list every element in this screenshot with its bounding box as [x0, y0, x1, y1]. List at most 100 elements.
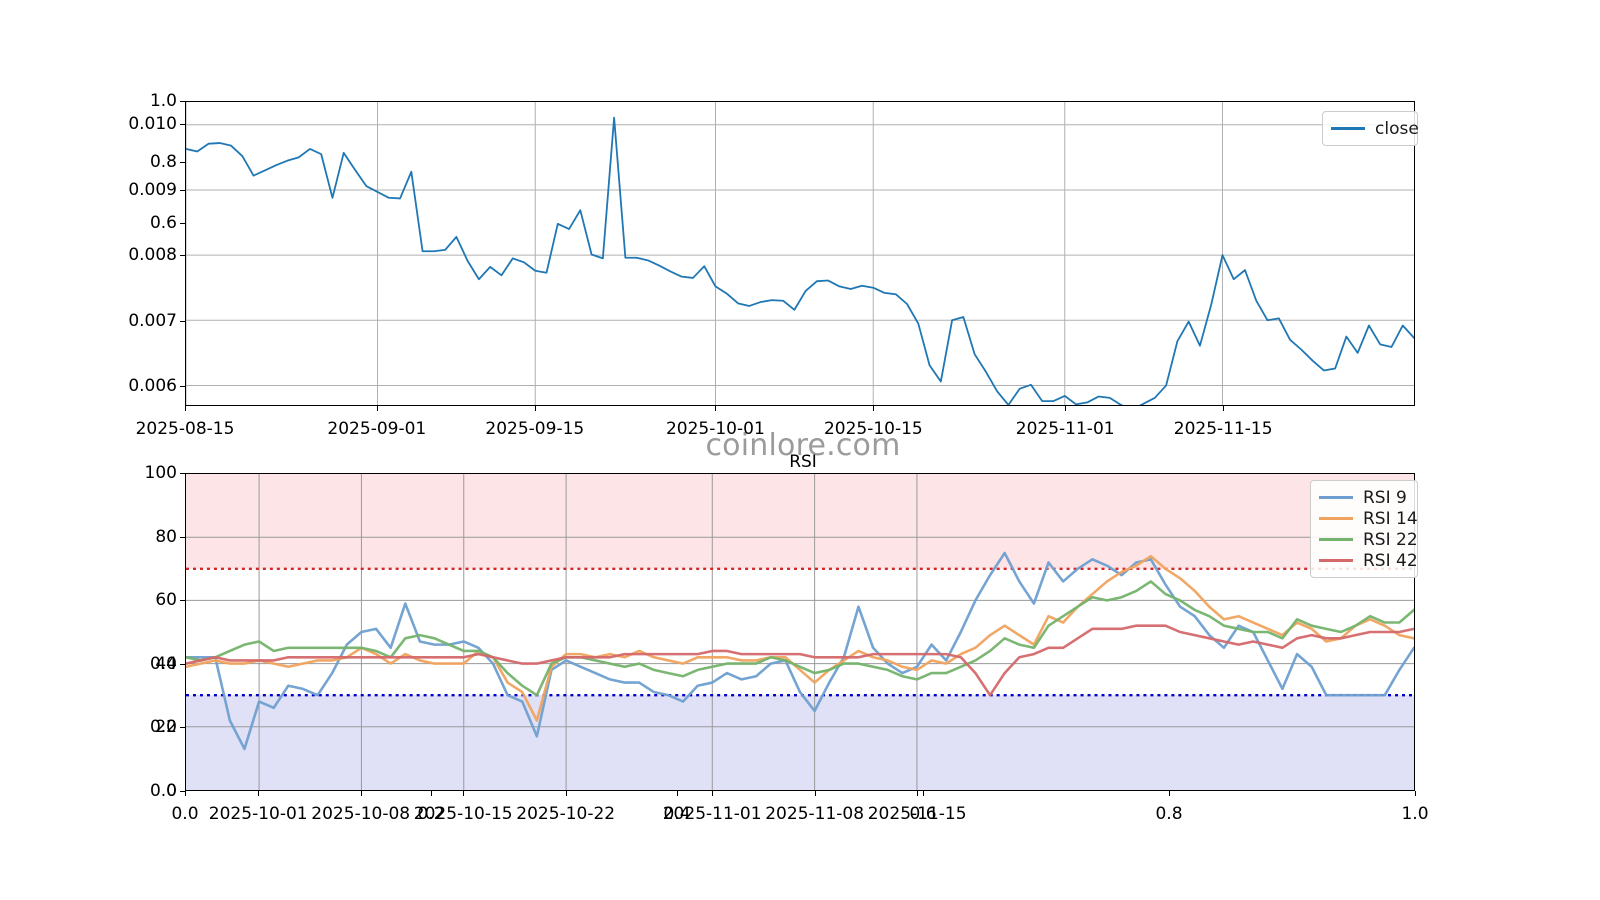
rsi-xtick-ghost-mark-5	[1415, 791, 1416, 796]
price-xtick-mark-1	[377, 406, 378, 411]
rsi-xtick-ghost-0.8: 0.8	[1155, 804, 1183, 824]
price-xtick-2025-11-15: 2025-11-15	[1173, 419, 1273, 439]
rsi-ytick-mark-2	[180, 600, 185, 601]
rsi-ytick-ghost-mark-2	[180, 791, 185, 792]
price-xtick-2025-10-01: 2025-10-01	[665, 419, 765, 439]
price-ytick-ghost-mark-2	[180, 223, 185, 224]
rsi-xtick-2025-10-08: 2025-10-08	[311, 804, 411, 824]
price-legend-swatch-icon	[1331, 127, 1365, 130]
rsi-panel-title: RSI	[789, 452, 817, 472]
rsi-legend-swatch-icon	[1319, 517, 1353, 520]
rsi-xtick-mark-5	[815, 791, 816, 796]
rsi-chart-panel	[185, 473, 1415, 791]
price-xtick-2025-10-15: 2025-10-15	[823, 419, 923, 439]
rsi-ytick-ghost-mark-0	[180, 664, 185, 665]
rsi-xtick-2025-10-22: 2025-10-22	[516, 804, 616, 824]
price-legend: close	[1322, 111, 1419, 146]
price-ytick-mark-2	[180, 255, 185, 256]
rsi-legend-label: RSI 9	[1363, 487, 1407, 508]
rsi-xtick-2025-11-08: 2025-11-08	[765, 804, 865, 824]
rsi-legend-item[interactable]: RSI 14	[1319, 508, 1418, 529]
rsi-xtick-mark-2	[463, 791, 464, 796]
rsi-ytick-40: 40	[155, 653, 177, 674]
rsi-xtick-ghost-0.4: 0.4	[663, 804, 691, 824]
price-legend-label: close	[1375, 118, 1419, 139]
rsi-ytick-mark-0	[180, 473, 185, 474]
price-ytick-mark-0	[180, 124, 185, 125]
price-ytick-ghost-1.0: 1.0	[149, 91, 177, 111]
rsi-xtick-mark-6	[917, 791, 918, 796]
price-xtick-mark-5	[1065, 406, 1066, 411]
rsi-oversold-band	[186, 695, 1414, 790]
price-xtick-mark-2	[535, 406, 536, 411]
price-xtick-2025-11-01: 2025-11-01	[1015, 419, 1115, 439]
rsi-ytick-100: 100	[144, 463, 177, 483]
price-xtick-mark-3	[715, 406, 716, 411]
rsi-xtick-mark-4	[712, 791, 713, 796]
price-chart-panel	[185, 101, 1415, 406]
rsi-legend-item[interactable]: RSI 42	[1319, 550, 1418, 571]
rsi-xtick-mark-1	[361, 791, 362, 796]
price-ytick-ghost-mark-1	[180, 162, 185, 163]
rsi-ytick-ghost-0.4: 0.4	[149, 653, 177, 674]
rsi-xtick-ghost-mark-1	[431, 791, 432, 796]
rsi-ytick-ghost-0.2: 0.2	[149, 717, 177, 738]
rsi-xtick-ghost-0.0: 0.0	[171, 804, 199, 824]
price-legend-item[interactable]: close	[1331, 118, 1419, 139]
rsi-line-rsi-9	[186, 551, 1414, 751]
rsi-legend-label: RSI 42	[1363, 550, 1418, 571]
rsi-xtick-2025-10-01: 2025-10-01	[208, 804, 308, 824]
rsi-xtick-ghost-0.6: 0.6	[909, 804, 937, 824]
rsi-legend: RSI 9 RSI 14 RSI 22 RSI 42	[1310, 480, 1418, 578]
rsi-xtick-2025-11-01: 2025-11-01	[662, 804, 762, 824]
rsi-line-rsi-14	[186, 554, 1414, 722]
rsi-ytick-80: 80	[155, 526, 177, 547]
rsi-line-rsi-42	[186, 624, 1414, 697]
rsi-xtick-2025-11-15: 2025-11-15	[867, 804, 967, 824]
price-plot-area	[186, 102, 1414, 405]
price-xtick-2025-09-01: 2025-09-01	[327, 419, 427, 439]
rsi-ytick-0: 0	[166, 781, 177, 801]
rsi-legend-label: RSI 22	[1363, 529, 1418, 550]
rsi-xtick-ghost-mark-0	[185, 791, 186, 796]
price-ytick-0.010: 0.010	[128, 113, 177, 134]
price-ytick-ghost-0.8: 0.8	[149, 152, 177, 172]
price-ytick-0.007: 0.007	[128, 310, 177, 331]
price-xtick-mark-0	[185, 406, 186, 411]
price-xtick-mark-4	[873, 406, 874, 411]
price-ytick-0.006: 0.006	[128, 376, 177, 397]
rsi-legend-label: RSI 14	[1363, 508, 1418, 529]
rsi-xtick-2025-10-15: 2025-10-15	[413, 804, 513, 824]
price-ytick-0.008: 0.008	[128, 245, 177, 266]
rsi-xtick-ghost-mark-4	[1169, 791, 1170, 796]
price-close-line	[186, 116, 1414, 405]
price-ytick-mark-1	[180, 190, 185, 191]
rsi-legend-item[interactable]: RSI 9	[1319, 487, 1407, 508]
rsi-xtick-mark-3	[566, 791, 567, 796]
price-xtick-2025-09-15: 2025-09-15	[485, 419, 585, 439]
rsi-ytick-ghost-0.0: 0.0	[149, 781, 177, 801]
rsi-xtick-ghost-mark-2	[677, 791, 678, 796]
rsi-legend-swatch-icon	[1319, 538, 1353, 541]
rsi-legend-swatch-icon	[1319, 559, 1353, 562]
coinlore-watermark: coinlore.com	[705, 428, 901, 463]
rsi-xtick-ghost-0.2: 0.2	[417, 804, 445, 824]
rsi-xtick-ghost-mark-3	[923, 791, 924, 796]
price-ytick-0.009: 0.009	[128, 179, 177, 200]
rsi-ytick-60: 60	[155, 590, 177, 611]
price-xtick-mark-6	[1223, 406, 1224, 411]
rsi-legend-swatch-icon	[1319, 496, 1353, 499]
rsi-xtick-mark-0	[258, 791, 259, 796]
price-ytick-ghost-0.6: 0.6	[149, 213, 177, 233]
price-ytick-mark-3	[180, 321, 185, 322]
rsi-plot-area	[186, 474, 1414, 790]
rsi-xtick-ghost-1.0: 1.0	[1401, 804, 1429, 824]
rsi-ytick-20: 20	[155, 717, 177, 738]
rsi-ytick-ghost-mark-1	[180, 727, 185, 728]
rsi-legend-item[interactable]: RSI 22	[1319, 529, 1418, 550]
price-ytick-mark-4	[180, 386, 185, 387]
rsi-ytick-mark-1	[180, 537, 185, 538]
price-ytick-ghost-mark-0	[180, 101, 185, 102]
price-xtick-2025-08-15: 2025-08-15	[135, 419, 235, 439]
